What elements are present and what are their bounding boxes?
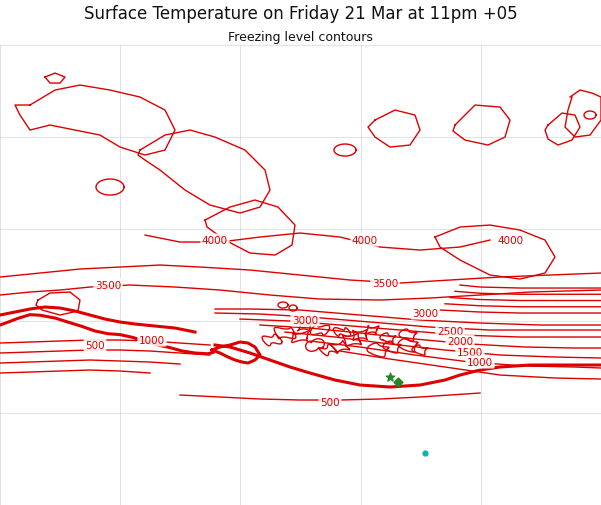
Point [385, 373, 395, 381]
Text: Surface Temperature on Friday 21 Mar at 11pm +05: Surface Temperature on Friday 21 Mar at … [84, 5, 517, 23]
Text: Freezing level contours: Freezing level contours [228, 31, 373, 44]
Text: 500: 500 [85, 340, 105, 350]
Text: 4000: 4000 [202, 235, 228, 245]
Text: 500: 500 [320, 397, 340, 407]
Text: 4000: 4000 [497, 235, 523, 245]
Point [393, 378, 403, 386]
Text: 4000: 4000 [352, 235, 378, 245]
Text: 3000: 3000 [292, 316, 318, 325]
Point [420, 449, 430, 457]
Text: 3000: 3000 [412, 309, 438, 318]
Text: 3500: 3500 [95, 280, 121, 290]
Text: 1000: 1000 [139, 335, 165, 345]
Text: 2500: 2500 [437, 326, 463, 336]
Text: 1500: 1500 [457, 347, 483, 358]
Text: 2000: 2000 [447, 336, 473, 346]
Text: 1000: 1000 [467, 358, 493, 367]
Text: 3500: 3500 [372, 278, 398, 288]
